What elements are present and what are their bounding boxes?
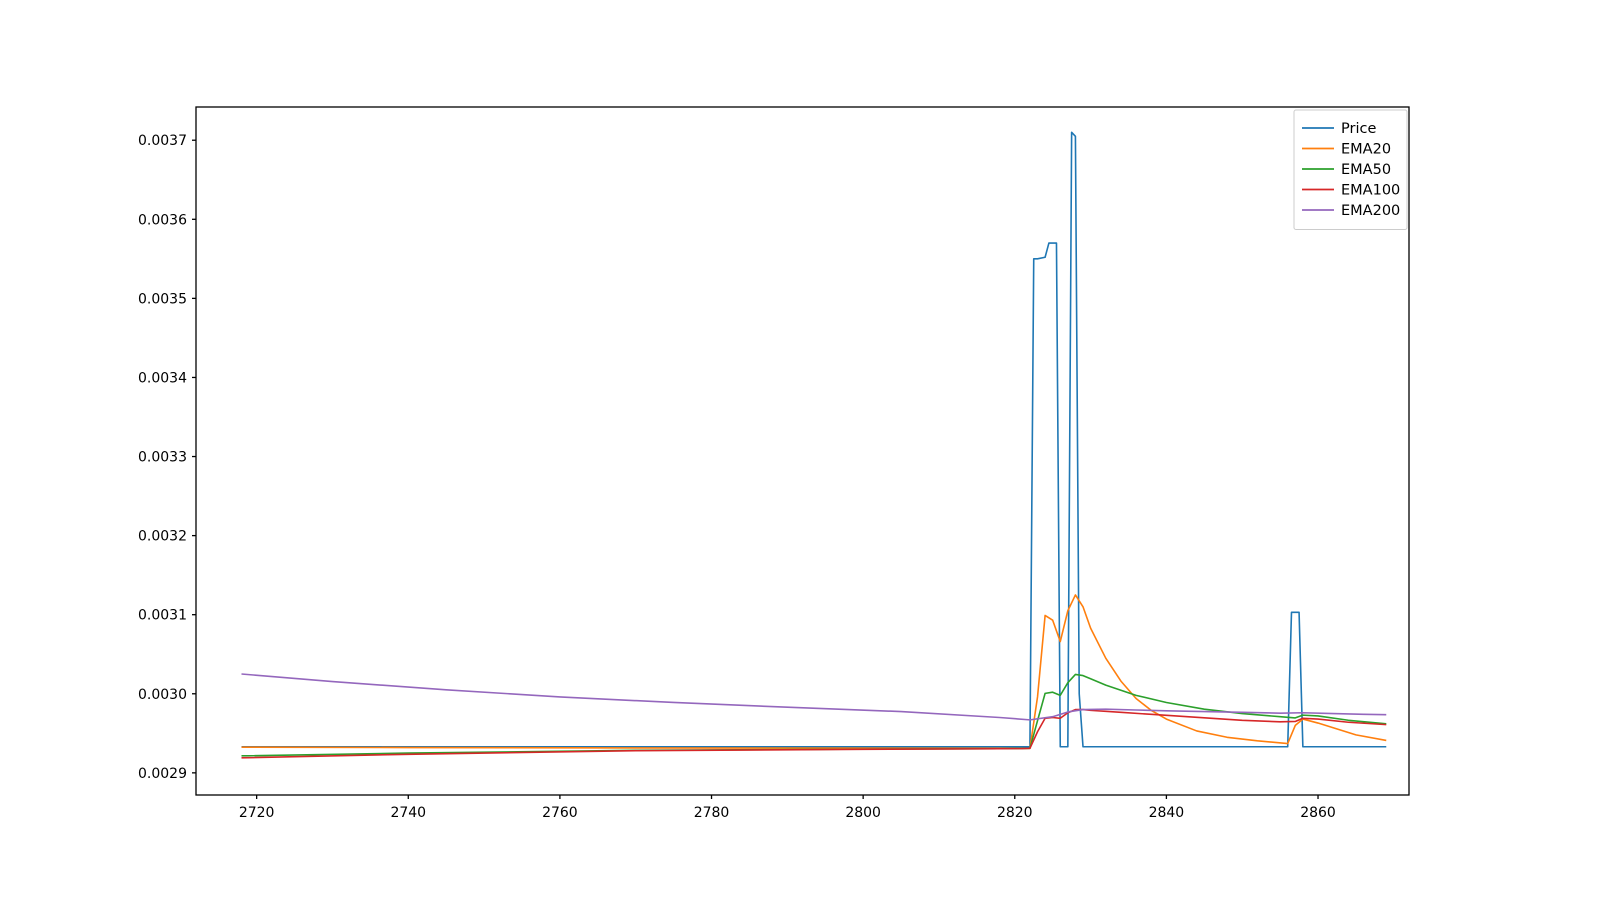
- legend-label-ema100[interactable]: EMA100: [1341, 183, 1400, 199]
- legend-background: [1293, 109, 1408, 230]
- y-tick-label: 0.0037: [138, 133, 187, 149]
- y-tick-label: 0.0031: [138, 608, 187, 624]
- y-tick-label: 0.0034: [138, 370, 187, 386]
- x-tick-label: 2840: [1149, 805, 1185, 821]
- x-tick-label: 2740: [390, 805, 426, 821]
- axes-area: 0.0029 0.0030 0.0031 0.0032 0.0033 0.0034 0.00…: [138, 106, 1410, 821]
- x-tick-label: 2760: [542, 805, 578, 821]
- y-axis-ticks: 0.0029 0.0030 0.0031 0.0032 0.0033 0.0034 0.00…: [138, 133, 196, 782]
- series-line-price: [241, 131, 1387, 748]
- y-tick-label: 0.0030: [138, 687, 187, 703]
- y-tick-label: 0.0035: [138, 291, 187, 307]
- x-tick-label: 2780: [694, 805, 730, 821]
- y-tick-label: 0.0033: [138, 450, 187, 466]
- legend-label-ema20[interactable]: EMA20: [1341, 142, 1391, 158]
- axes-background: [196, 107, 1409, 795]
- x-tick-label: 2800: [845, 805, 881, 821]
- legend-label-price[interactable]: Price: [1341, 121, 1376, 137]
- x-tick-label: 2720: [239, 805, 275, 821]
- x-tick-label: 2860: [1300, 805, 1336, 821]
- data-series-group: [241, 131, 1387, 759]
- chart-legend[interactable]: Price EMA20 EMA50 EMA100 EMA200: [1293, 109, 1408, 230]
- y-tick-label: 0.0029: [138, 766, 187, 782]
- legend-label-ema50[interactable]: EMA50: [1341, 162, 1391, 178]
- y-tick-label: 0.0032: [138, 529, 187, 545]
- legend-label-ema200[interactable]: EMA200: [1341, 203, 1400, 219]
- axes-frame: [195, 106, 1410, 796]
- y-tick-label: 0.0036: [138, 212, 187, 228]
- x-axis-ticks: 2720 2740 2760 2780 2800 2820 2840 2860: [239, 795, 1336, 821]
- series-line-ema200: [241, 673, 1387, 721]
- x-tick-label: 2820: [997, 805, 1033, 821]
